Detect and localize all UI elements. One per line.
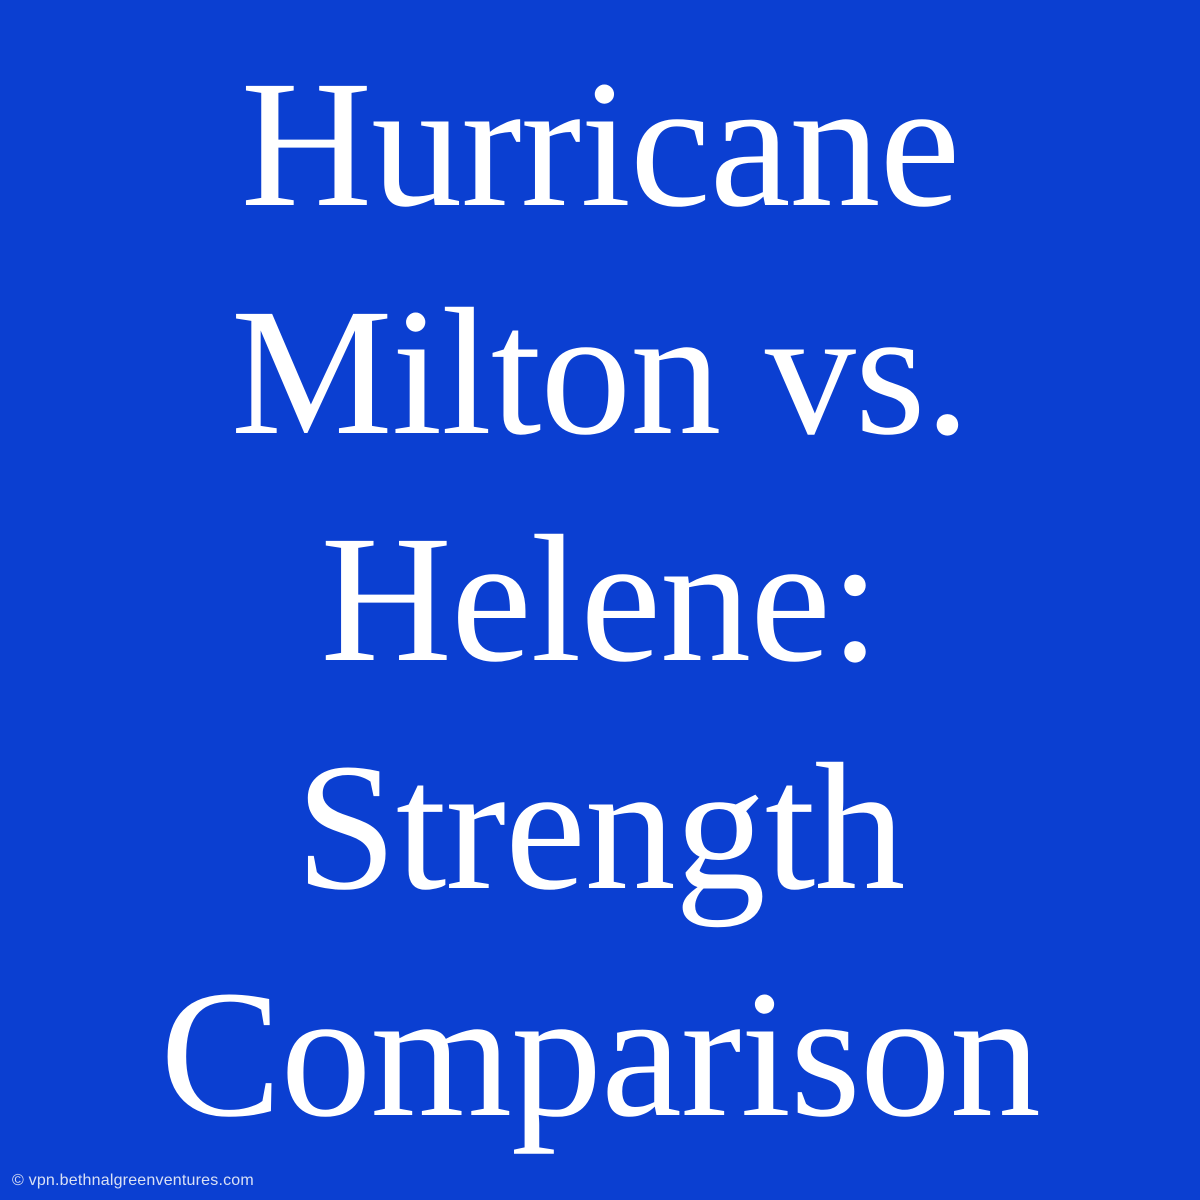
attribution-text: © vpn.bethnalgreenventures.com — [12, 1172, 254, 1190]
headline-text: Hurricane Milton vs. Helene: Strength Co… — [0, 31, 1200, 1169]
title-card: Hurricane Milton vs. Helene: Strength Co… — [0, 0, 1200, 1200]
